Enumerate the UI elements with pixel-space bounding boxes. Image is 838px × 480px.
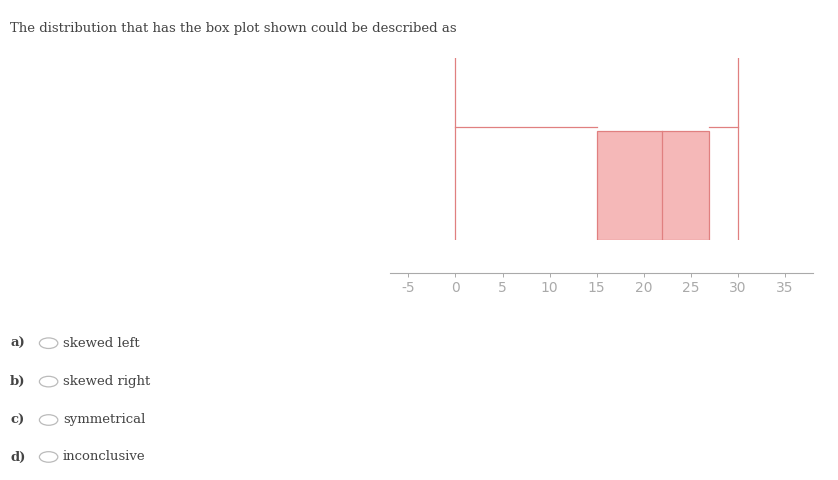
- Text: skewed right: skewed right: [63, 375, 150, 388]
- Text: d): d): [10, 450, 25, 464]
- Text: inconclusive: inconclusive: [63, 450, 146, 464]
- Text: symmetrical: symmetrical: [63, 413, 145, 427]
- Text: skewed left: skewed left: [63, 336, 139, 350]
- Text: b): b): [10, 375, 25, 388]
- Text: a): a): [10, 336, 25, 350]
- Text: The distribution that has the box plot shown could be described as: The distribution that has the box plot s…: [10, 22, 457, 35]
- Text: c): c): [10, 413, 24, 427]
- Bar: [597, 131, 710, 240]
